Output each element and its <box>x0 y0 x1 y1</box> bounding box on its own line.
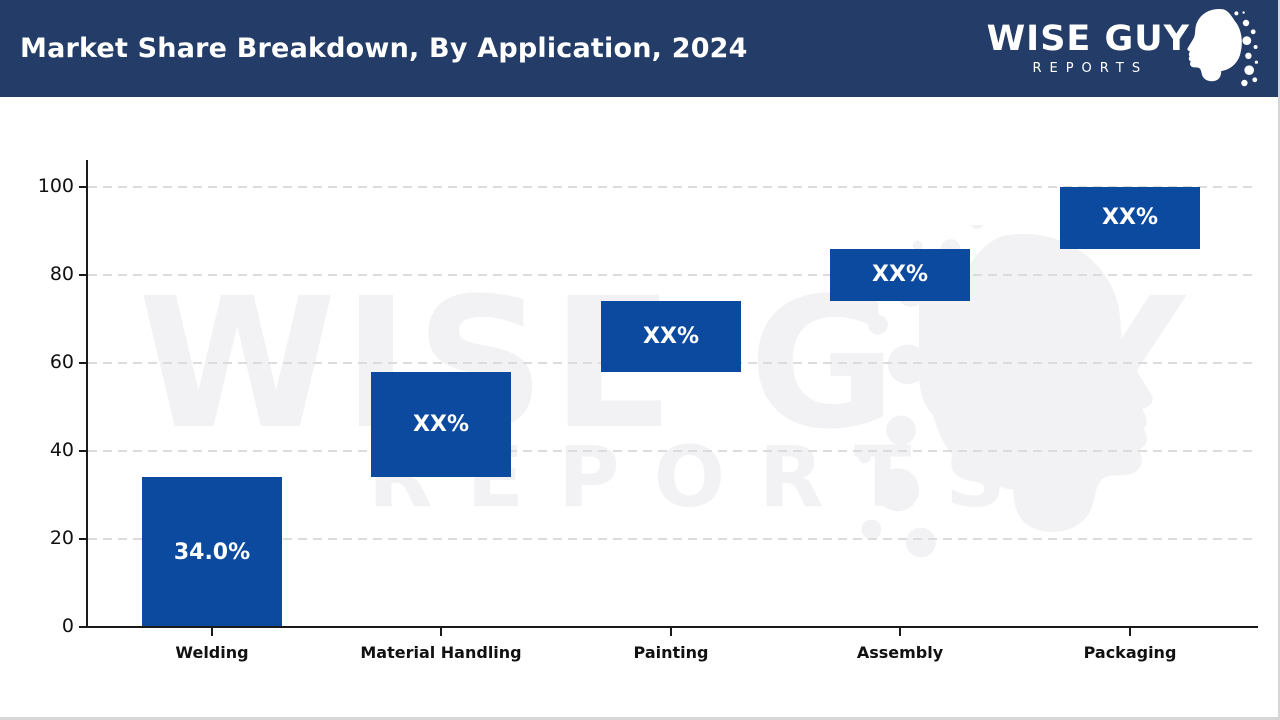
y-tick-40 <box>79 450 87 452</box>
logo-subtitle: REPORTS <box>1032 60 1149 76</box>
y-tick-label-40: 40 <box>49 439 74 461</box>
logo-text: WISE GUY REPORTS <box>986 18 1190 76</box>
bar-value-label-0: 34.0% <box>173 539 251 565</box>
y-tick-label-100: 100 <box>37 175 74 197</box>
x-tick-1 <box>440 628 442 636</box>
y-tick-60 <box>79 362 87 364</box>
chart-area: WISE GUY REPORTS 020406080100WeldingMate… <box>0 97 1278 717</box>
y-tick-80 <box>79 274 87 276</box>
page-title: Market Share Breakdown, By Application, … <box>20 33 748 64</box>
logo-head-icon <box>1187 8 1258 86</box>
waterfall-bar-2: XX% <box>601 301 741 372</box>
waterfall-bar-1: XX% <box>371 371 511 478</box>
wise-guy-logo: WISE GUY REPORTS <box>987 7 1268 91</box>
x-axis-line <box>86 626 1258 628</box>
category-label-2: Painting <box>633 643 709 662</box>
category-label-1: Material Handling <box>360 643 522 662</box>
y-tick-label-0: 0 <box>61 615 74 637</box>
y-tick-label-80: 80 <box>49 263 74 285</box>
header-bar: Market Share Breakdown, By Application, … <box>0 0 1278 97</box>
x-tick-2 <box>670 628 672 636</box>
y-tick-20 <box>79 538 87 540</box>
bar-value-label-2: XX% <box>643 324 699 350</box>
bar-value-label-4: XX% <box>1102 205 1158 231</box>
waterfall-bar-0: 34.0% <box>142 477 282 627</box>
y-tick-0 <box>79 626 87 628</box>
bar-value-label-1: XX% <box>413 412 469 438</box>
gridline-20 <box>88 538 1258 540</box>
gridline-80 <box>88 274 1258 276</box>
y-tick-label-60: 60 <box>49 351 74 373</box>
x-tick-0 <box>211 628 213 636</box>
y-tick-100 <box>79 186 87 188</box>
y-axis-line <box>86 160 88 628</box>
y-tick-label-20: 20 <box>49 527 74 549</box>
x-tick-4 <box>1129 628 1131 636</box>
bar-value-label-3: XX% <box>872 262 928 288</box>
category-label-4: Packaging <box>1083 643 1177 662</box>
logo-wordmark: WISE GUY <box>986 18 1190 59</box>
gridline-100 <box>88 186 1258 188</box>
gridline-40 <box>88 450 1258 452</box>
waterfall-bar-3: XX% <box>830 248 970 302</box>
category-label-0: Welding <box>175 643 249 662</box>
x-tick-3 <box>899 628 901 636</box>
category-label-3: Assembly <box>856 643 944 662</box>
waterfall-bar-4: XX% <box>1060 187 1200 249</box>
